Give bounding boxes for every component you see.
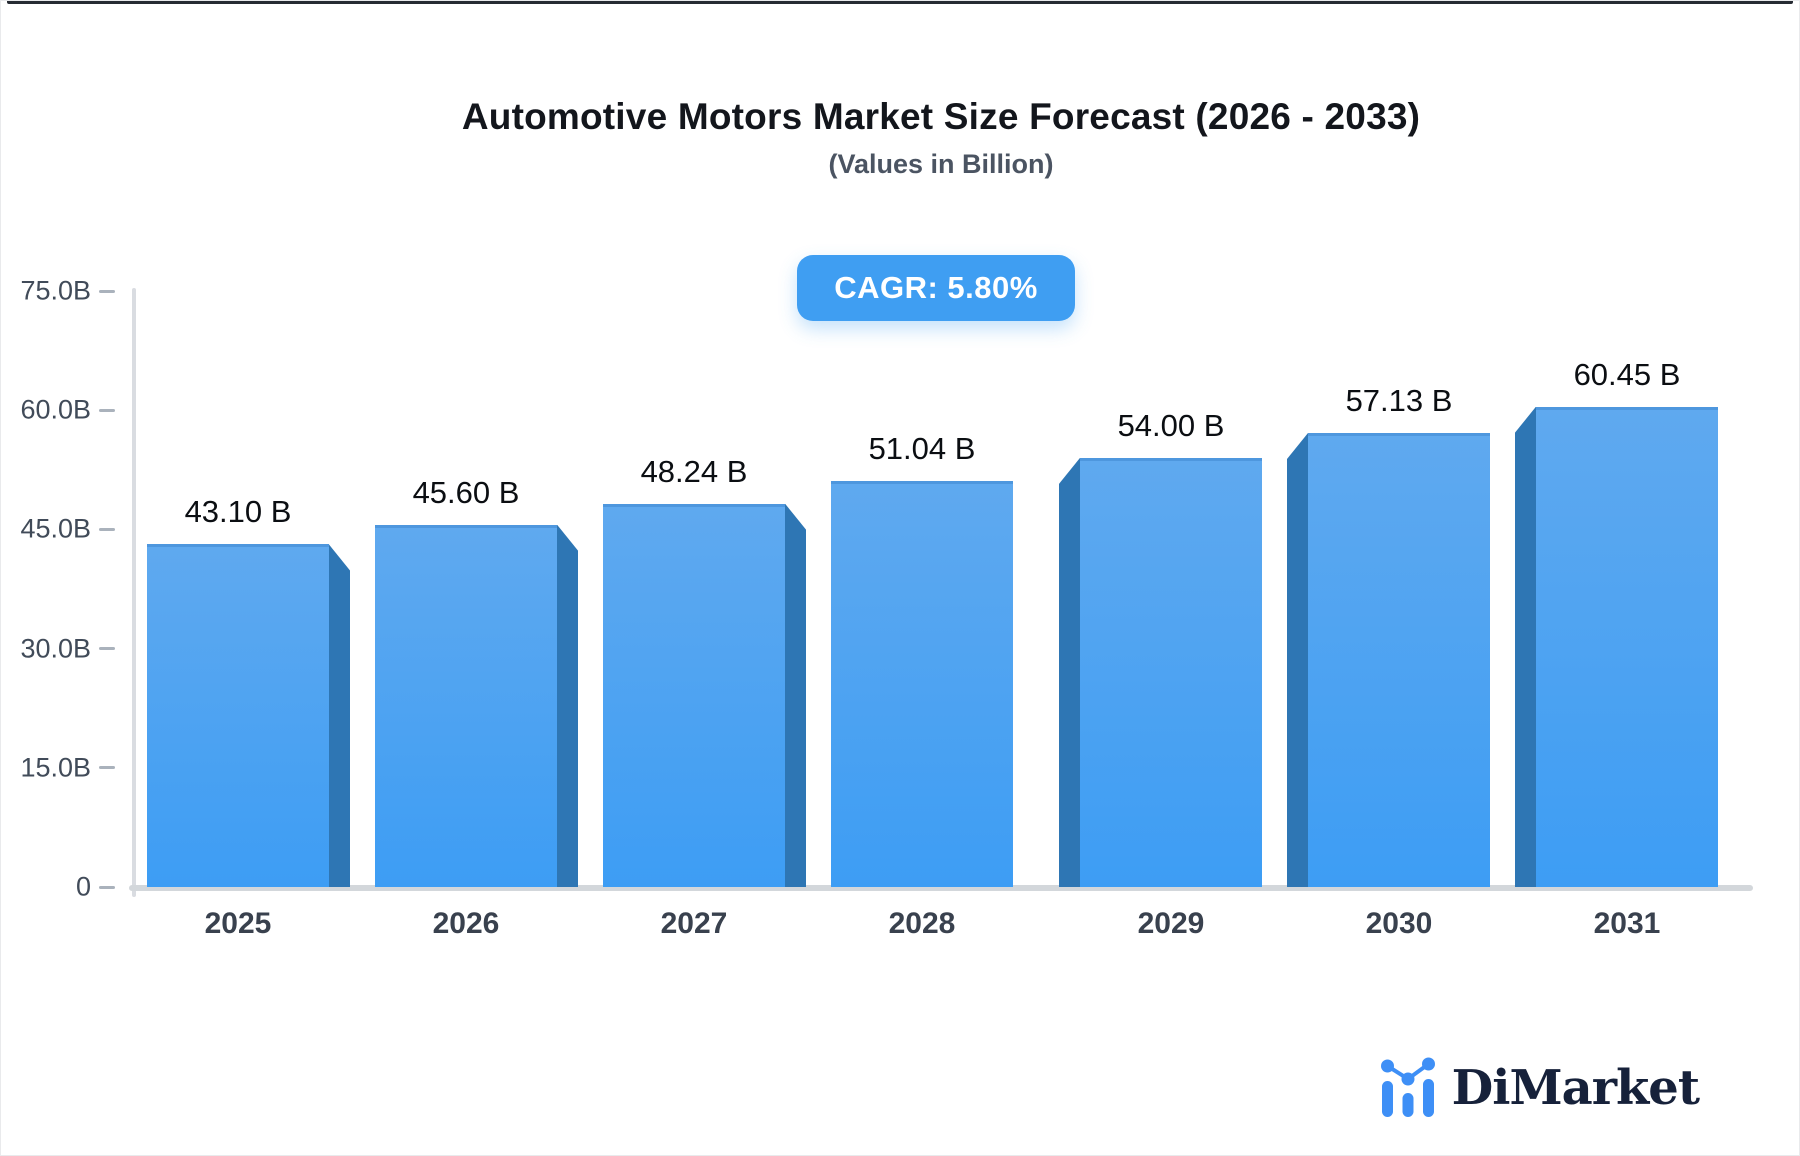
bar-value-label: 51.04 B [868, 431, 976, 467]
x-axis-label: 2028 [888, 907, 956, 940]
y-tick-mark [99, 766, 115, 770]
bar-2026 [375, 524, 557, 887]
chart-subtitle: (Values in Billion) [828, 149, 1054, 179]
logo: DiMarket [1380, 1057, 1700, 1119]
bar-3d-side [1515, 406, 1536, 887]
card-top-edge [7, 1, 1793, 4]
x-axis-label: 2030 [1365, 907, 1433, 940]
bar-3d-side [1059, 457, 1080, 887]
y-tick-label: 30.0B [20, 633, 91, 664]
x-axis-label: 2027 [660, 907, 728, 940]
bar-3d-side [785, 503, 806, 887]
x-axis-label: 2031 [1593, 907, 1661, 940]
y-axis-line [132, 288, 136, 897]
x-axis-label: 2026 [432, 907, 500, 940]
bar-2028 [831, 481, 1013, 887]
bar-value-label: 43.10 B [184, 494, 292, 530]
bar-value-label: 60.45 B [1573, 356, 1681, 392]
y-tick-label: 15.0B [20, 752, 91, 783]
mini-bar-chart-icon [1380, 1057, 1436, 1119]
y-tick-label: 45.0B [20, 513, 91, 544]
y-tick-mark [99, 885, 115, 889]
bar-3d-side [1287, 433, 1308, 887]
bar-value-label: 48.24 B [640, 453, 748, 489]
bar-value-label: 54.00 B [1117, 407, 1225, 443]
bar-2030 [1308, 433, 1490, 887]
bar-2031 [1536, 406, 1718, 887]
y-tick-mark [99, 527, 115, 531]
bar-2025 [147, 544, 329, 887]
y-tick-label: 75.0B [20, 275, 91, 306]
bar-value-label: 57.13 B [1345, 383, 1453, 418]
y-tick-label: 60.0B [20, 394, 91, 425]
y-tick-mark [99, 289, 115, 293]
bar-2029 [1080, 457, 1262, 887]
cagr-badge: CAGR: 5.80% [797, 255, 1075, 321]
x-axis-label: 2029 [1137, 907, 1205, 940]
x-axis-label: 2025 [204, 907, 272, 940]
x-axis-baseline [129, 885, 1753, 891]
chart-title: Automotive Motors Market Size Forecast (… [461, 96, 1421, 137]
y-tick-mark [99, 647, 115, 651]
y-tick-mark [99, 408, 115, 412]
logo-text: DiMarket [1451, 1060, 1700, 1116]
y-tick-label: 0 [75, 871, 91, 902]
bar-value-label: 45.60 B [412, 474, 520, 510]
bar-3d-side [557, 524, 578, 887]
bar-2027 [603, 503, 785, 887]
bar-3d-side [329, 544, 350, 887]
